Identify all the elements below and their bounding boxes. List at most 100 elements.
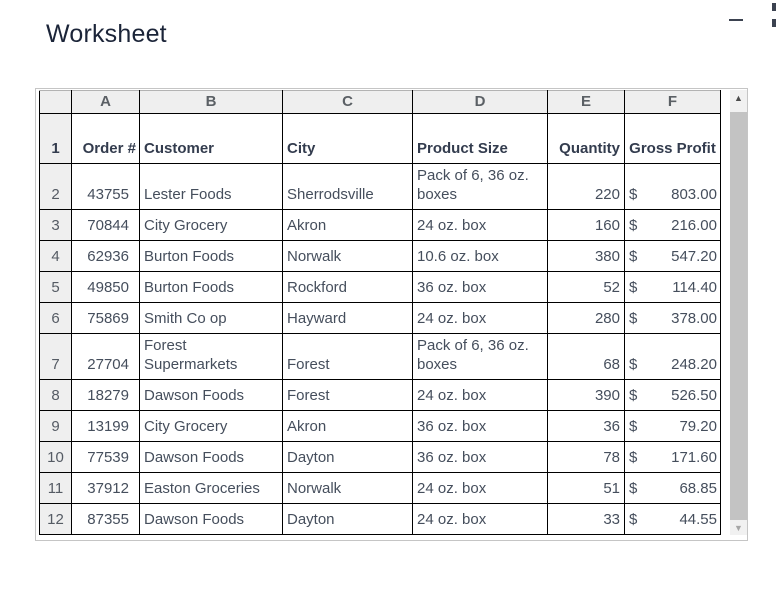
cell-quantity[interactable]: 33 — [547, 502, 625, 535]
scrollbar-track[interactable] — [730, 106, 747, 521]
cell-quantity[interactable]: 51 — [547, 471, 625, 504]
cell-customer[interactable]: Burton Foods — [139, 270, 283, 303]
row-number[interactable]: 6 — [39, 301, 72, 334]
cell-city[interactable]: Akron — [282, 409, 413, 442]
cell-product-size[interactable]: 24 oz. box — [412, 378, 548, 411]
cell-product-size[interactable]: 24 oz. box — [412, 301, 548, 334]
row-number[interactable]: 3 — [39, 208, 72, 241]
vertical-scrollbar[interactable]: ▲ ▼ — [730, 90, 747, 535]
column-header-b[interactable]: B — [139, 90, 283, 114]
scrollbar-thumb[interactable] — [730, 112, 747, 520]
cell-city[interactable]: Dayton — [282, 502, 413, 535]
cell-order[interactable]: 75869 — [71, 301, 140, 334]
row-number[interactable]: 5 — [39, 270, 72, 303]
cell-gross-profit[interactable]: $ 216.00 — [624, 208, 721, 241]
cell-order[interactable]: 43755 — [71, 162, 140, 210]
cell-city[interactable]: Forest — [282, 378, 413, 411]
cell-customer[interactable]: City Grocery — [139, 208, 283, 241]
cell-quantity[interactable]: 68 — [547, 332, 625, 380]
cell-quantity[interactable]: 280 — [547, 301, 625, 334]
row-number[interactable]: 2 — [39, 162, 72, 210]
cell-gross-profit[interactable]: $ 79.20 — [624, 409, 721, 442]
cell-gross-profit[interactable]: $ 68.85 — [624, 471, 721, 504]
cell-gross-profit[interactable]: $ 803.00 — [624, 162, 721, 210]
cell-order[interactable]: 18279 — [71, 378, 140, 411]
cell-order[interactable]: 27704 — [71, 332, 140, 380]
cell-customer[interactable]: Smith Co op — [139, 301, 283, 334]
cell-gross-profit-header[interactable]: Gross Profit — [624, 112, 721, 164]
cell-city[interactable]: Norwalk — [282, 239, 413, 272]
cell-product-size[interactable]: 24 oz. box — [412, 502, 548, 535]
cell-customer[interactable]: Burton Foods — [139, 239, 283, 272]
column-header-d[interactable]: D — [412, 90, 548, 114]
cell-customer[interactable]: Easton Groceries — [139, 471, 283, 504]
cell-city[interactable]: Dayton — [282, 440, 413, 473]
cell-customer[interactable]: Dawson Foods — [139, 378, 283, 411]
cell-order-header[interactable]: Order # — [71, 112, 140, 164]
cell-order[interactable]: 62936 — [71, 239, 140, 272]
cell-gross-profit[interactable]: $ 547.20 — [624, 239, 721, 272]
scroll-up-button[interactable]: ▲ — [730, 90, 747, 106]
cell-quantity[interactable]: 78 — [547, 440, 625, 473]
row-number[interactable]: 7 — [39, 332, 72, 380]
cell-product-size[interactable]: 24 oz. box — [412, 208, 548, 241]
cell-city[interactable]: Akron — [282, 208, 413, 241]
row-number[interactable]: 10 — [39, 440, 72, 473]
cell-order[interactable]: 13199 — [71, 409, 140, 442]
select-all-corner[interactable] — [39, 90, 72, 114]
cell-customer[interactable]: Dawson Foods — [139, 502, 283, 535]
row-number[interactable]: 8 — [39, 378, 72, 411]
cell-product-size[interactable]: 36 oz. box — [412, 409, 548, 442]
cell-gross-profit[interactable]: $ 44.55 — [624, 502, 721, 535]
cell-quantity[interactable]: 160 — [547, 208, 625, 241]
cell-city-header[interactable]: City — [282, 112, 413, 164]
currency-symbol: $ — [629, 217, 638, 234]
row-number[interactable]: 11 — [39, 471, 72, 504]
scroll-down-button[interactable]: ▼ — [730, 520, 747, 535]
cell-order[interactable]: 49850 — [71, 270, 140, 303]
row-number[interactable]: 9 — [39, 409, 72, 442]
cell-order[interactable]: 77539 — [71, 440, 140, 473]
cell-gross-profit[interactable]: $ 378.00 — [624, 301, 721, 334]
row-number[interactable]: 12 — [39, 502, 72, 535]
column-header-e[interactable]: E — [547, 90, 625, 114]
minimize-dash-icon — [729, 19, 743, 21]
cell-quantity[interactable]: 52 — [547, 270, 625, 303]
cell-order[interactable]: 87355 — [71, 502, 140, 535]
cell-customer-header[interactable]: Customer — [139, 112, 283, 164]
cell-city[interactable]: Norwalk — [282, 471, 413, 504]
cell-quantity[interactable]: 390 — [547, 378, 625, 411]
cell-gross-profit[interactable]: $ 526.50 — [624, 378, 721, 411]
cell-customer[interactable]: Forest Supermarkets — [139, 332, 283, 380]
cell-product-size[interactable]: 24 oz. box — [412, 471, 548, 504]
cell-product-size[interactable]: Pack of 6, 36 oz. boxes — [412, 162, 548, 210]
cell-product-size-header[interactable]: Product Size — [412, 112, 548, 164]
cell-gross-profit[interactable]: $ 248.20 — [624, 332, 721, 380]
cell-customer[interactable]: Lester Foods — [139, 162, 283, 210]
cell-quantity[interactable]: 380 — [547, 239, 625, 272]
cell-city[interactable]: Rockford — [282, 270, 413, 303]
cell-order[interactable]: 37912 — [71, 471, 140, 504]
column-header-a[interactable]: A — [71, 90, 140, 114]
cell-quantity-header[interactable]: Quantity — [547, 112, 625, 164]
table-row: 11 37912 Easton Groceries Norwalk 24 oz.… — [39, 471, 721, 504]
cell-quantity[interactable]: 220 — [547, 162, 625, 210]
cell-customer[interactable]: City Grocery — [139, 409, 283, 442]
cell-quantity[interactable]: 36 — [547, 409, 625, 442]
cell-gross-profit[interactable]: $ 171.60 — [624, 440, 721, 473]
column-header-f[interactable]: F — [624, 90, 721, 114]
cell-customer[interactable]: Dawson Foods — [139, 440, 283, 473]
cell-product-size[interactable]: Pack of 6, 36 oz. boxes — [412, 332, 548, 380]
amount: 114.40 — [672, 279, 717, 296]
cell-gross-profit[interactable]: $ 114.40 — [624, 270, 721, 303]
cell-city[interactable]: Sherrodsville — [282, 162, 413, 210]
cell-product-size[interactable]: 36 oz. box — [412, 440, 548, 473]
row-number[interactable]: 1 — [39, 112, 72, 164]
cell-city[interactable]: Hayward — [282, 301, 413, 334]
column-header-c[interactable]: C — [282, 90, 413, 114]
cell-city[interactable]: Forest — [282, 332, 413, 380]
row-number[interactable]: 4 — [39, 239, 72, 272]
cell-product-size[interactable]: 10.6 oz. box — [412, 239, 548, 272]
cell-product-size[interactable]: 36 oz. box — [412, 270, 548, 303]
cell-order[interactable]: 70844 — [71, 208, 140, 241]
